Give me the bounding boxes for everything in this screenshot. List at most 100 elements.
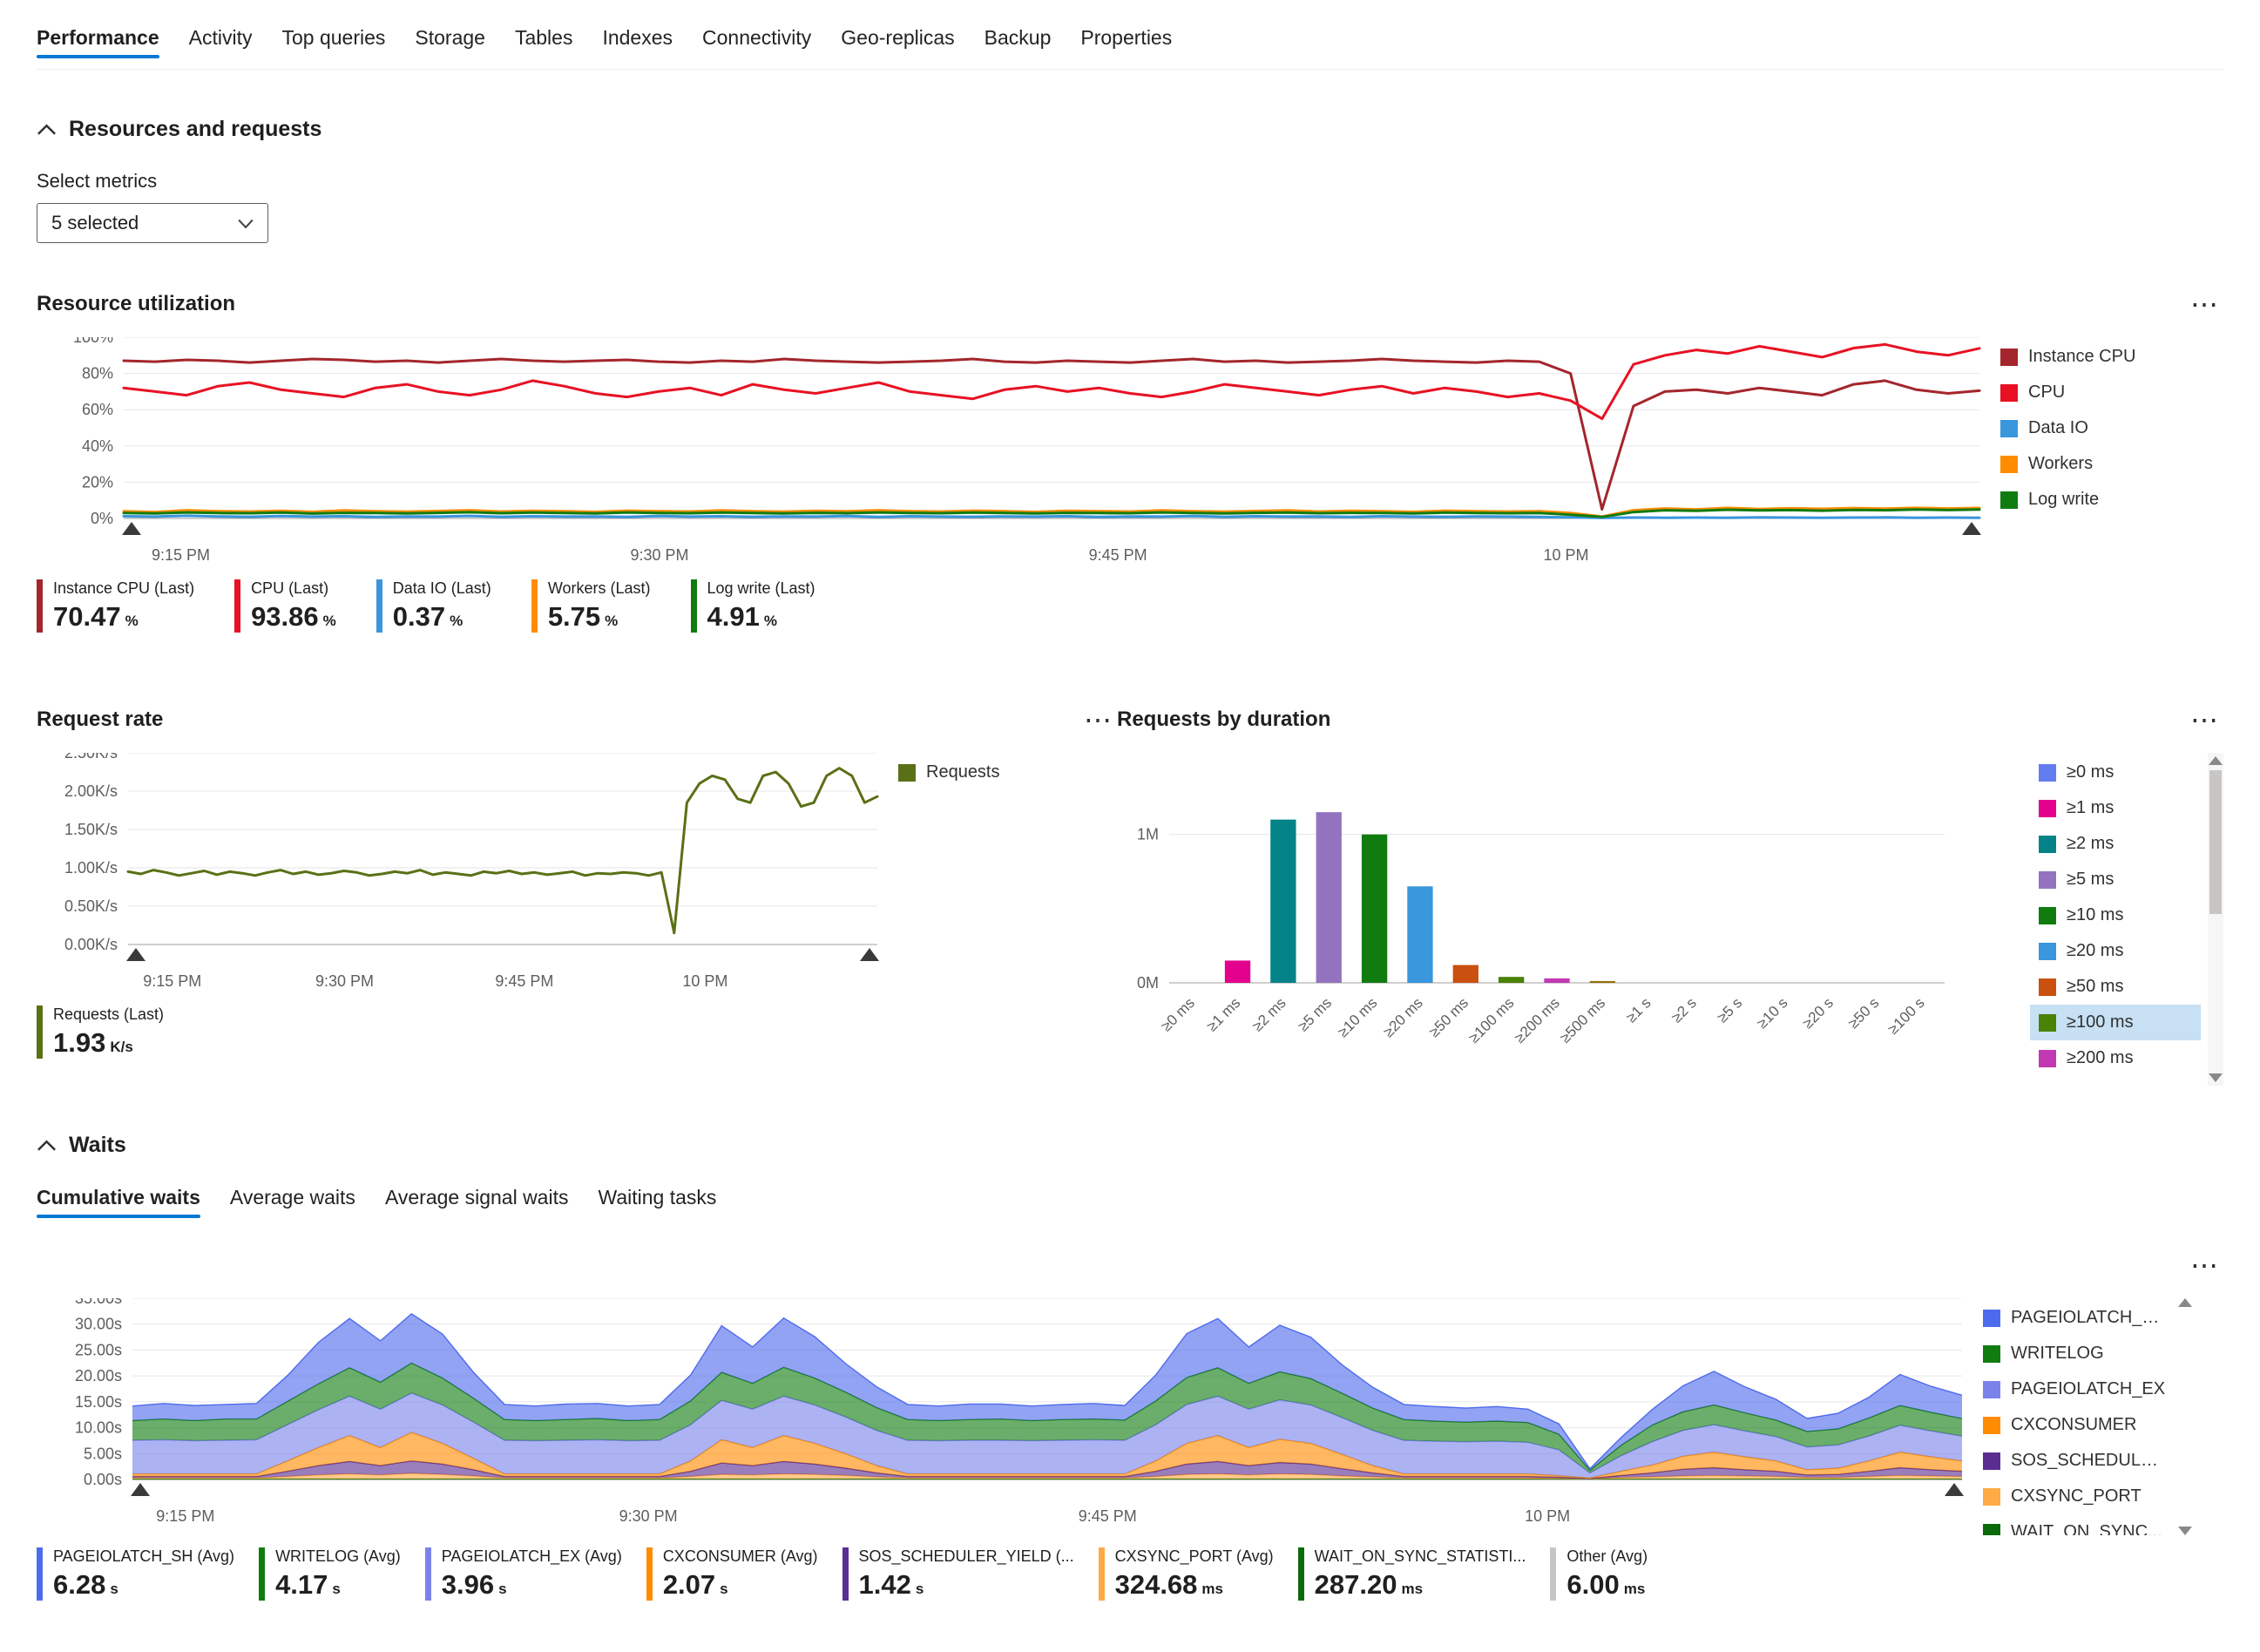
scroll-up-icon[interactable] xyxy=(2178,1298,2192,1307)
metrics-select[interactable]: 5 selected xyxy=(37,203,268,243)
legend-swatch xyxy=(2000,455,2018,473)
legend-item-10-ms[interactable]: ≥10 ms xyxy=(2030,897,2201,933)
tab-geo-replicas[interactable]: Geo-replicas xyxy=(841,26,955,49)
legend-item-500-ms[interactable]: ≥500 ms xyxy=(2030,1076,2201,1086)
legend-label: ≥200 ms xyxy=(2067,1048,2134,1067)
legend-swatch xyxy=(2000,419,2018,437)
metric-label: Workers (Last) xyxy=(547,579,651,597)
tab-performance[interactable]: Performance xyxy=(37,14,174,69)
scrollbar-thumb[interactable] xyxy=(2209,770,2222,914)
cumulative-waits-legend-wrap: PAGEIOLATCH_SH WRITELOG PAGEIOLATCH_EX CXCO… xyxy=(1974,1298,2205,1535)
metric-unit: s xyxy=(720,1581,728,1597)
svg-text:9:30 PM: 9:30 PM xyxy=(630,546,688,564)
legend-item-writelog[interactable]: WRITELOG xyxy=(1974,1336,2175,1371)
legend-label: Log write xyxy=(2028,490,2100,509)
legend-item-0-ms[interactable]: ≥0 ms xyxy=(2030,755,2201,790)
tab-top-queries[interactable]: Top queries xyxy=(281,26,386,49)
resource-utilization-chart-row: 100% 80% 60% 40% 20% 0% 9:15 PM 9:30 PM 9:45 PM 1… xyxy=(37,337,2223,574)
tab-activity[interactable]: Activity xyxy=(188,26,253,49)
legend-item-log-write[interactable]: Log write xyxy=(1992,482,2223,518)
legend-item-pageiolatch-sh[interactable]: PAGEIOLATCH_SH xyxy=(1974,1300,2175,1336)
chevron-up-icon[interactable] xyxy=(37,1139,57,1152)
legend-swatch xyxy=(1983,1523,2000,1535)
metric-color-bar xyxy=(646,1547,653,1601)
tab-connectivity[interactable]: Connectivity xyxy=(702,26,812,49)
legend-scrollbar[interactable] xyxy=(2175,1298,2196,1535)
legend-item-100-ms[interactable]: ≥100 ms xyxy=(2030,1005,2201,1040)
legend-label: ≥1 ms xyxy=(2067,798,2115,817)
chevron-up-icon[interactable] xyxy=(37,123,57,136)
tab-tables[interactable]: Tables xyxy=(514,26,573,49)
metric-label: PAGEIOLATCH_EX (Avg) xyxy=(441,1547,622,1565)
legend-label: ≥2 ms xyxy=(2067,834,2115,853)
legend-item-pageiolatch-ex[interactable]: PAGEIOLATCH_EX xyxy=(1974,1371,2175,1407)
metric-unit: % xyxy=(605,613,619,629)
tab-waiting-tasks[interactable]: Waiting tasks xyxy=(598,1186,717,1209)
legend-label: Data IO xyxy=(2028,418,2088,437)
tab-backup[interactable]: Backup xyxy=(984,26,1052,49)
tab-average-signal-waits[interactable]: Average signal waits xyxy=(384,1186,569,1209)
metric-value: 5.75% xyxy=(547,601,619,632)
metric-value: 324.68 ms xyxy=(1114,1569,1223,1600)
legend-swatch xyxy=(2039,835,2056,853)
legend-item-sos-scheduler[interactable]: SOS_SCHEDULER... xyxy=(1974,1443,2175,1479)
svg-text:30.00s: 30.00s xyxy=(75,1316,122,1333)
metric-label: Data IO (Last) xyxy=(392,579,491,597)
requests-by-duration-title: Requests by duration xyxy=(1117,708,1331,731)
more-options-button[interactable]: ⋯ xyxy=(2185,706,2223,734)
cumulative-waits-chart-row: 35.00s 30.00s 25.00s 20.00s 15.00s 10.00s 5.00… xyxy=(37,1298,2223,1535)
tab-storage[interactable]: Storage xyxy=(415,26,485,49)
tab-indexes[interactable]: Indexes xyxy=(602,26,673,49)
legend-item-wait-on-sync[interactable]: WAIT_ON_SYNC... xyxy=(1974,1514,2175,1535)
legend-item-5-ms[interactable]: ≥5 ms xyxy=(2030,862,2201,897)
svg-text:10 PM: 10 PM xyxy=(1543,546,1588,564)
legend-scrollbar[interactable] xyxy=(2208,753,2223,1086)
more-options-button[interactable]: ⋯ xyxy=(2185,290,2223,318)
legend-swatch xyxy=(1983,1380,2000,1398)
requests-by-duration-chart-row: 1M 0M ≥0 ms ≥1 ms ≥2 ms ≥5 ms ≥10 ms ≥20 ms ≥50 … xyxy=(1117,753,2223,1086)
legend-label: CXCONSUMER xyxy=(2011,1415,2137,1434)
metric-pageiolatch-sh-avg: PAGEIOLATCH_SH (Avg) 6.28 s xyxy=(37,1547,234,1601)
tab-average-waits[interactable]: Average waits xyxy=(229,1186,355,1209)
svg-text:≥1 s: ≥1 s xyxy=(1622,994,1654,1026)
legend-item-cxsync-port[interactable]: CXSYNC_PORT xyxy=(1974,1479,2175,1514)
legend-swatch xyxy=(2039,870,2056,889)
legend-swatch xyxy=(2039,799,2056,817)
tab-cumulative-waits[interactable]: Cumulative waits xyxy=(37,1175,215,1225)
scroll-down-icon[interactable] xyxy=(2178,1527,2192,1535)
legend-item-data-io[interactable]: Data IO xyxy=(1992,410,2223,446)
svg-text:40%: 40% xyxy=(82,437,113,455)
metric-unit: s xyxy=(915,1581,924,1597)
legend-item-workers[interactable]: Workers xyxy=(1992,446,2223,482)
metric-log-write-last: Log write (Last) 4.91% xyxy=(690,579,815,633)
tab-properties[interactable]: Properties xyxy=(1080,26,1173,49)
metric-unit: K/s xyxy=(110,1039,133,1055)
requests-by-duration-header: Requests by duration ⋯ xyxy=(1117,706,2223,734)
legend-label: ≥0 ms xyxy=(2067,762,2115,782)
legend-item-requests[interactable]: Requests xyxy=(890,755,1055,790)
legend-swatch xyxy=(2000,348,2018,366)
legend-item-50-ms[interactable]: ≥50 ms xyxy=(2030,969,2201,1005)
metric-sos-scheduler-yield: SOS_SCHEDULER_YIELD (... 1.42 s xyxy=(842,1547,1074,1601)
legend-item-20-ms[interactable]: ≥20 ms xyxy=(2030,933,2201,969)
svg-text:≥5 s: ≥5 s xyxy=(1714,994,1745,1026)
scroll-down-icon[interactable] xyxy=(2209,1073,2223,1082)
request-rate-chart-row: 2.50K/s 2.00K/s 1.50K/s 1.00K/s 0.50K/s 0.00K… xyxy=(37,753,1117,1000)
scroll-up-icon[interactable] xyxy=(2209,756,2223,765)
request-rate-legend: Requests xyxy=(890,753,1055,790)
svg-text:0.00s: 0.00s xyxy=(84,1471,122,1488)
legend-item-2-ms[interactable]: ≥2 ms xyxy=(2030,826,2201,862)
legend-swatch xyxy=(1983,1487,2000,1506)
legend-item-200-ms[interactable]: ≥200 ms xyxy=(2030,1040,2201,1076)
metric-label: WAIT_ON_SYNC_STATISTI... xyxy=(1314,1547,1526,1565)
legend-item-instance-cpu[interactable]: Instance CPU xyxy=(1992,339,2223,375)
more-options-button[interactable]: ⋯ xyxy=(1079,706,1117,734)
svg-text:10 PM: 10 PM xyxy=(1525,1507,1570,1525)
metric-unit: % xyxy=(125,613,139,629)
legend-item-cxconsumer[interactable]: CXCONSUMER xyxy=(1974,1407,2175,1443)
more-options-button[interactable]: ⋯ xyxy=(2185,1251,2223,1279)
legend-item-cpu[interactable]: CPU xyxy=(1992,375,2223,410)
legend-item-1-ms[interactable]: ≥1 ms xyxy=(2030,790,2201,826)
svg-text:0M: 0M xyxy=(1137,974,1159,992)
legend-swatch xyxy=(2039,763,2056,782)
